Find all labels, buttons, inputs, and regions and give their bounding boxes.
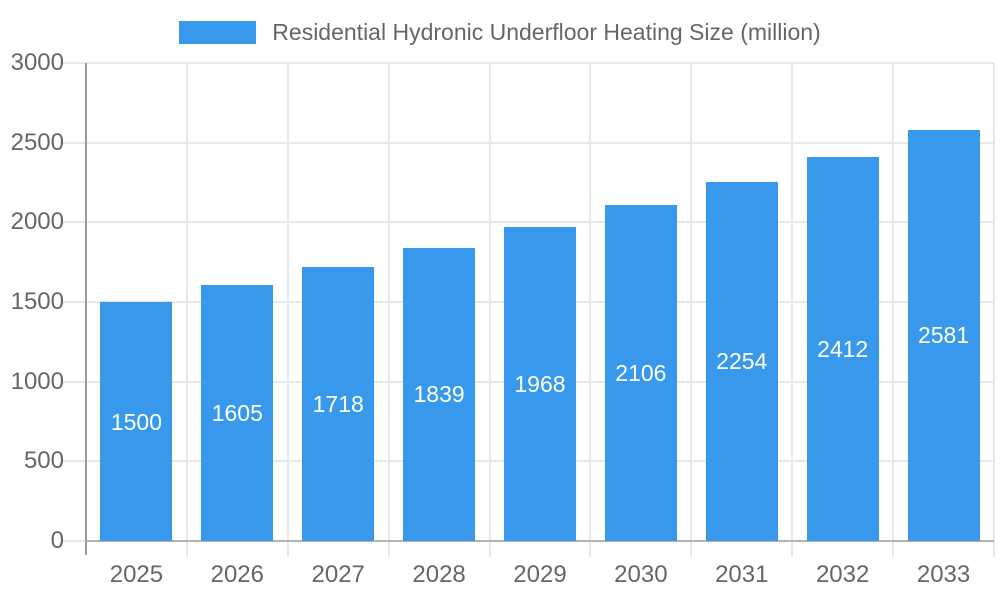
legend-swatch-icon (179, 20, 257, 44)
legend-item[interactable]: Residential Hydronic Underfloor Heating … (0, 19, 1000, 45)
y-axis-tick (63, 301, 86, 303)
y-axis-tick (63, 540, 86, 542)
x-axis-label: 2030 (614, 561, 668, 588)
bar[interactable] (100, 302, 173, 541)
bar[interactable] (403, 247, 476, 541)
x-axis-label: 2028 (412, 561, 466, 588)
x-gridline (185, 63, 188, 541)
x-axis-line (86, 540, 994, 542)
y-axis-tick (63, 62, 86, 64)
y-axis-label: 0 (50, 527, 64, 554)
x-gridline (993, 63, 995, 541)
plot-area: 0 500 1000 1500 2000 2500 3000 1500 2025 1605 2026… (11, 50, 995, 588)
y-axis-tick (63, 141, 86, 144)
y-axis-label: 1000 (10, 367, 64, 395)
x-gridline (589, 63, 592, 541)
y-axis-tick (63, 380, 86, 383)
x-axis-label: 2031 (715, 561, 769, 588)
y-axis-label: 500 (23, 447, 64, 475)
legend-label: Residential Hydronic Underfloor Heating … (272, 18, 821, 45)
x-gridline (690, 63, 693, 541)
y-axis-tick (63, 460, 86, 463)
x-axis-label: 2029 (513, 561, 567, 588)
x-axis-label: 2026 (210, 561, 264, 588)
bar[interactable] (705, 181, 778, 541)
bar[interactable] (302, 267, 375, 541)
x-axis-tick (286, 541, 289, 557)
x-gridline (791, 63, 794, 541)
x-axis-tick (690, 541, 693, 557)
y-gridline (86, 221, 994, 224)
x-gridline (387, 63, 390, 541)
x-axis-label: 2025 (109, 561, 164, 588)
x-axis-tick (488, 541, 491, 557)
x-axis-label: 2032 (815, 561, 870, 588)
y-axis-label: 1500 (10, 288, 64, 315)
x-gridline (286, 63, 289, 541)
y-axis-line (85, 63, 87, 555)
x-axis-tick (892, 541, 895, 557)
y-axis-label: 3000 (10, 49, 64, 76)
x-axis-label: 2027 (311, 561, 365, 588)
y-axis-label: 2000 (10, 208, 64, 236)
x-axis-tick (791, 541, 794, 557)
x-gridline (892, 63, 895, 541)
y-axis-label: 2500 (10, 128, 64, 156)
y-gridline (86, 141, 994, 144)
y-gridline (86, 62, 994, 64)
y-axis-tick (63, 221, 86, 224)
bar[interactable] (504, 227, 576, 541)
bar[interactable] (907, 129, 980, 541)
x-axis-tick (185, 541, 188, 557)
x-axis-label: 2033 (916, 561, 971, 588)
x-gridline (488, 63, 491, 541)
x-axis-tick (387, 541, 390, 557)
x-axis-tick (993, 541, 995, 557)
x-axis-tick (589, 541, 592, 557)
bar[interactable] (806, 156, 879, 541)
bar[interactable] (201, 285, 274, 541)
bar[interactable] (604, 205, 677, 541)
